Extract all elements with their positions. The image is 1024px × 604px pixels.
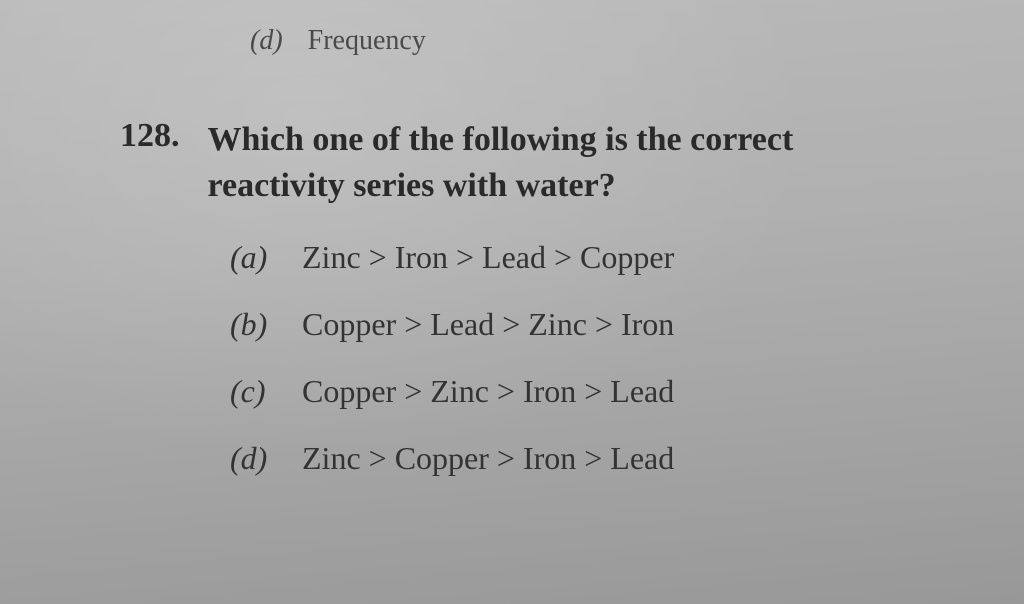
option-marker: (b) [230, 306, 280, 343]
question-text-line1: Which one of the following is the correc… [208, 117, 794, 163]
option-text: Copper > Lead > Zinc > Iron [302, 306, 674, 343]
question-header: 128. Which one of the following is the c… [120, 117, 944, 209]
question-block: 128. Which one of the following is the c… [120, 117, 944, 477]
option-marker: (d) [250, 25, 283, 56]
option-a: (a) Zinc > Iron > Lead > Copper [230, 239, 944, 276]
option-marker: (a) [230, 239, 280, 276]
document-page: (d) Frequency 128. Which one of the foll… [0, 0, 1024, 604]
option-marker: (c) [230, 373, 280, 410]
option-text: Zinc > Iron > Lead > Copper [302, 239, 674, 276]
question-text-wrapper: Which one of the following is the correc… [208, 117, 794, 209]
option-marker: (d) [230, 440, 280, 477]
previous-question-option-d: (d) Frequency [250, 25, 944, 57]
option-text: Frequency [308, 25, 426, 56]
options-list: (a) Zinc > Iron > Lead > Copper (b) Copp… [230, 239, 944, 477]
option-text: Copper > Zinc > Iron > Lead [302, 373, 674, 410]
option-c: (c) Copper > Zinc > Iron > Lead [230, 373, 944, 410]
option-b: (b) Copper > Lead > Zinc > Iron [230, 306, 944, 343]
question-number: 128. [120, 117, 180, 155]
option-d: (d) Zinc > Copper > Iron > Lead [230, 440, 944, 477]
option-text: Zinc > Copper > Iron > Lead [302, 440, 674, 477]
question-text-line2: reactivity series with water? [208, 163, 794, 209]
